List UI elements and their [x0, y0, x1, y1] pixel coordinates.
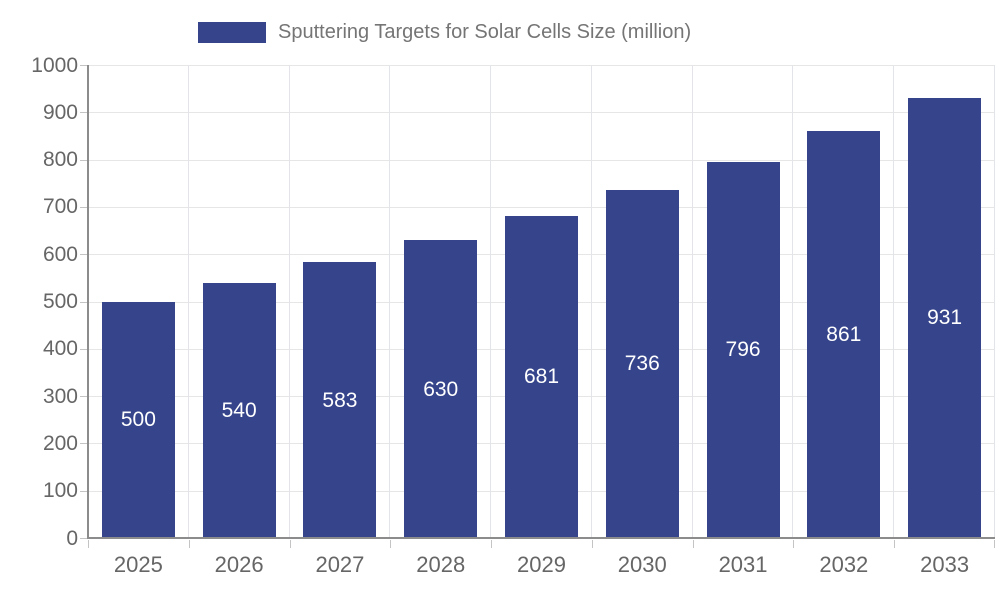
legend[interactable]: Sputtering Targets for Solar Cells Size …: [198, 21, 691, 44]
x-axis-tick-label: 2028: [416, 552, 466, 577]
y-axis-line: [87, 65, 89, 538]
bar-2025: 500: [101, 301, 175, 538]
bar-2027: 583: [303, 262, 377, 538]
x-axis-tick: [491, 540, 493, 548]
x-axis-tick: [289, 540, 291, 548]
y-axis-tick-label: 600: [42, 242, 78, 266]
plot-area: 500 540 583 630 681 736 796 861 931: [88, 65, 995, 538]
x-axis-tick-label: 2031: [718, 552, 768, 577]
bar-value-label: 931: [927, 306, 963, 330]
gridline-horizontal: [88, 206, 995, 208]
y-axis-tick: [80, 206, 87, 208]
bar-2029: 681: [505, 215, 578, 538]
bar-value-label: 630: [423, 377, 459, 401]
legend-label: Sputtering Targets for Solar Cells Size …: [278, 21, 692, 43]
x-axis-tick: [591, 540, 593, 548]
y-axis-tick: [80, 301, 87, 303]
bar-value-label: 500: [120, 408, 156, 432]
gridline-horizontal: [88, 112, 995, 114]
gridline-horizontal: [88, 159, 995, 161]
y-axis-tick: [80, 490, 87, 492]
bar-2031: 796: [706, 161, 780, 538]
x-axis-tick-label: 2032: [819, 552, 869, 577]
bar-2030: 736: [605, 189, 679, 538]
y-axis-tick: [80, 443, 87, 445]
bar-value-label: 681: [523, 365, 560, 389]
x-axis-tick: [894, 540, 896, 548]
y-axis-tick: [80, 159, 87, 161]
y-axis-tick-label: 700: [42, 195, 78, 219]
bar-2028: 630: [404, 240, 478, 538]
y-axis-tick: [80, 538, 87, 539]
x-axis-tick-label: 2029: [517, 552, 566, 577]
bar-value-label: 861: [826, 322, 862, 346]
bar-value-label: 736: [624, 352, 660, 376]
y-axis-tick-label: 800: [42, 148, 78, 172]
bar-value-label: 540: [221, 398, 257, 422]
y-axis-tick: [80, 348, 87, 350]
gridline-vertical: [893, 65, 895, 538]
y-axis-tick-label: 500: [42, 290, 78, 313]
x-axis-tick: [188, 540, 190, 548]
x-axis-tick: [692, 540, 694, 548]
legend-swatch: [198, 22, 266, 43]
bar-2026: 540: [202, 282, 276, 538]
gridline-vertical: [389, 65, 391, 538]
y-axis-tick-label: 400: [42, 337, 78, 361]
y-axis-tick-label: 900: [42, 100, 78, 124]
bar-value-label: 583: [322, 388, 358, 412]
gridline-horizontal: [88, 65, 995, 66]
y-axis-tick: [80, 112, 87, 114]
gridline-vertical: [691, 65, 693, 538]
bar-2033: 931: [908, 97, 982, 538]
y-axis-tick-label: 0: [66, 526, 78, 550]
x-axis-line: [87, 537, 995, 539]
x-axis-tick: [793, 540, 795, 548]
y-axis-tick-label: 200: [42, 431, 78, 455]
y-axis-tick: [80, 254, 87, 256]
gridline-vertical: [288, 65, 290, 538]
gridline-vertical: [792, 65, 794, 538]
x-axis-tick: [994, 540, 995, 548]
gridline-vertical: [187, 65, 189, 538]
gridline-vertical: [994, 65, 995, 538]
x-axis-tick-label: 2025: [113, 552, 163, 577]
y-axis-tick-label: 100: [42, 479, 78, 503]
x-axis-tick-label: 2027: [315, 552, 365, 577]
x-axis-tick: [390, 540, 392, 548]
y-axis-tick-label: 300: [42, 384, 78, 408]
bar-2032: 861: [807, 130, 881, 538]
gridline-vertical: [590, 65, 592, 538]
x-axis-tick-label: 2026: [214, 552, 264, 577]
x-axis-tick-label: 2030: [617, 552, 667, 577]
x-axis-tick: [88, 540, 89, 548]
y-axis-tick: [80, 65, 87, 66]
x-axis-tick-label: 2033: [920, 552, 970, 577]
bar-value-label: 796: [725, 338, 761, 362]
y-axis-tick: [80, 396, 87, 398]
gridline-vertical: [490, 65, 492, 538]
y-axis-tick-label: 1000: [31, 53, 78, 77]
